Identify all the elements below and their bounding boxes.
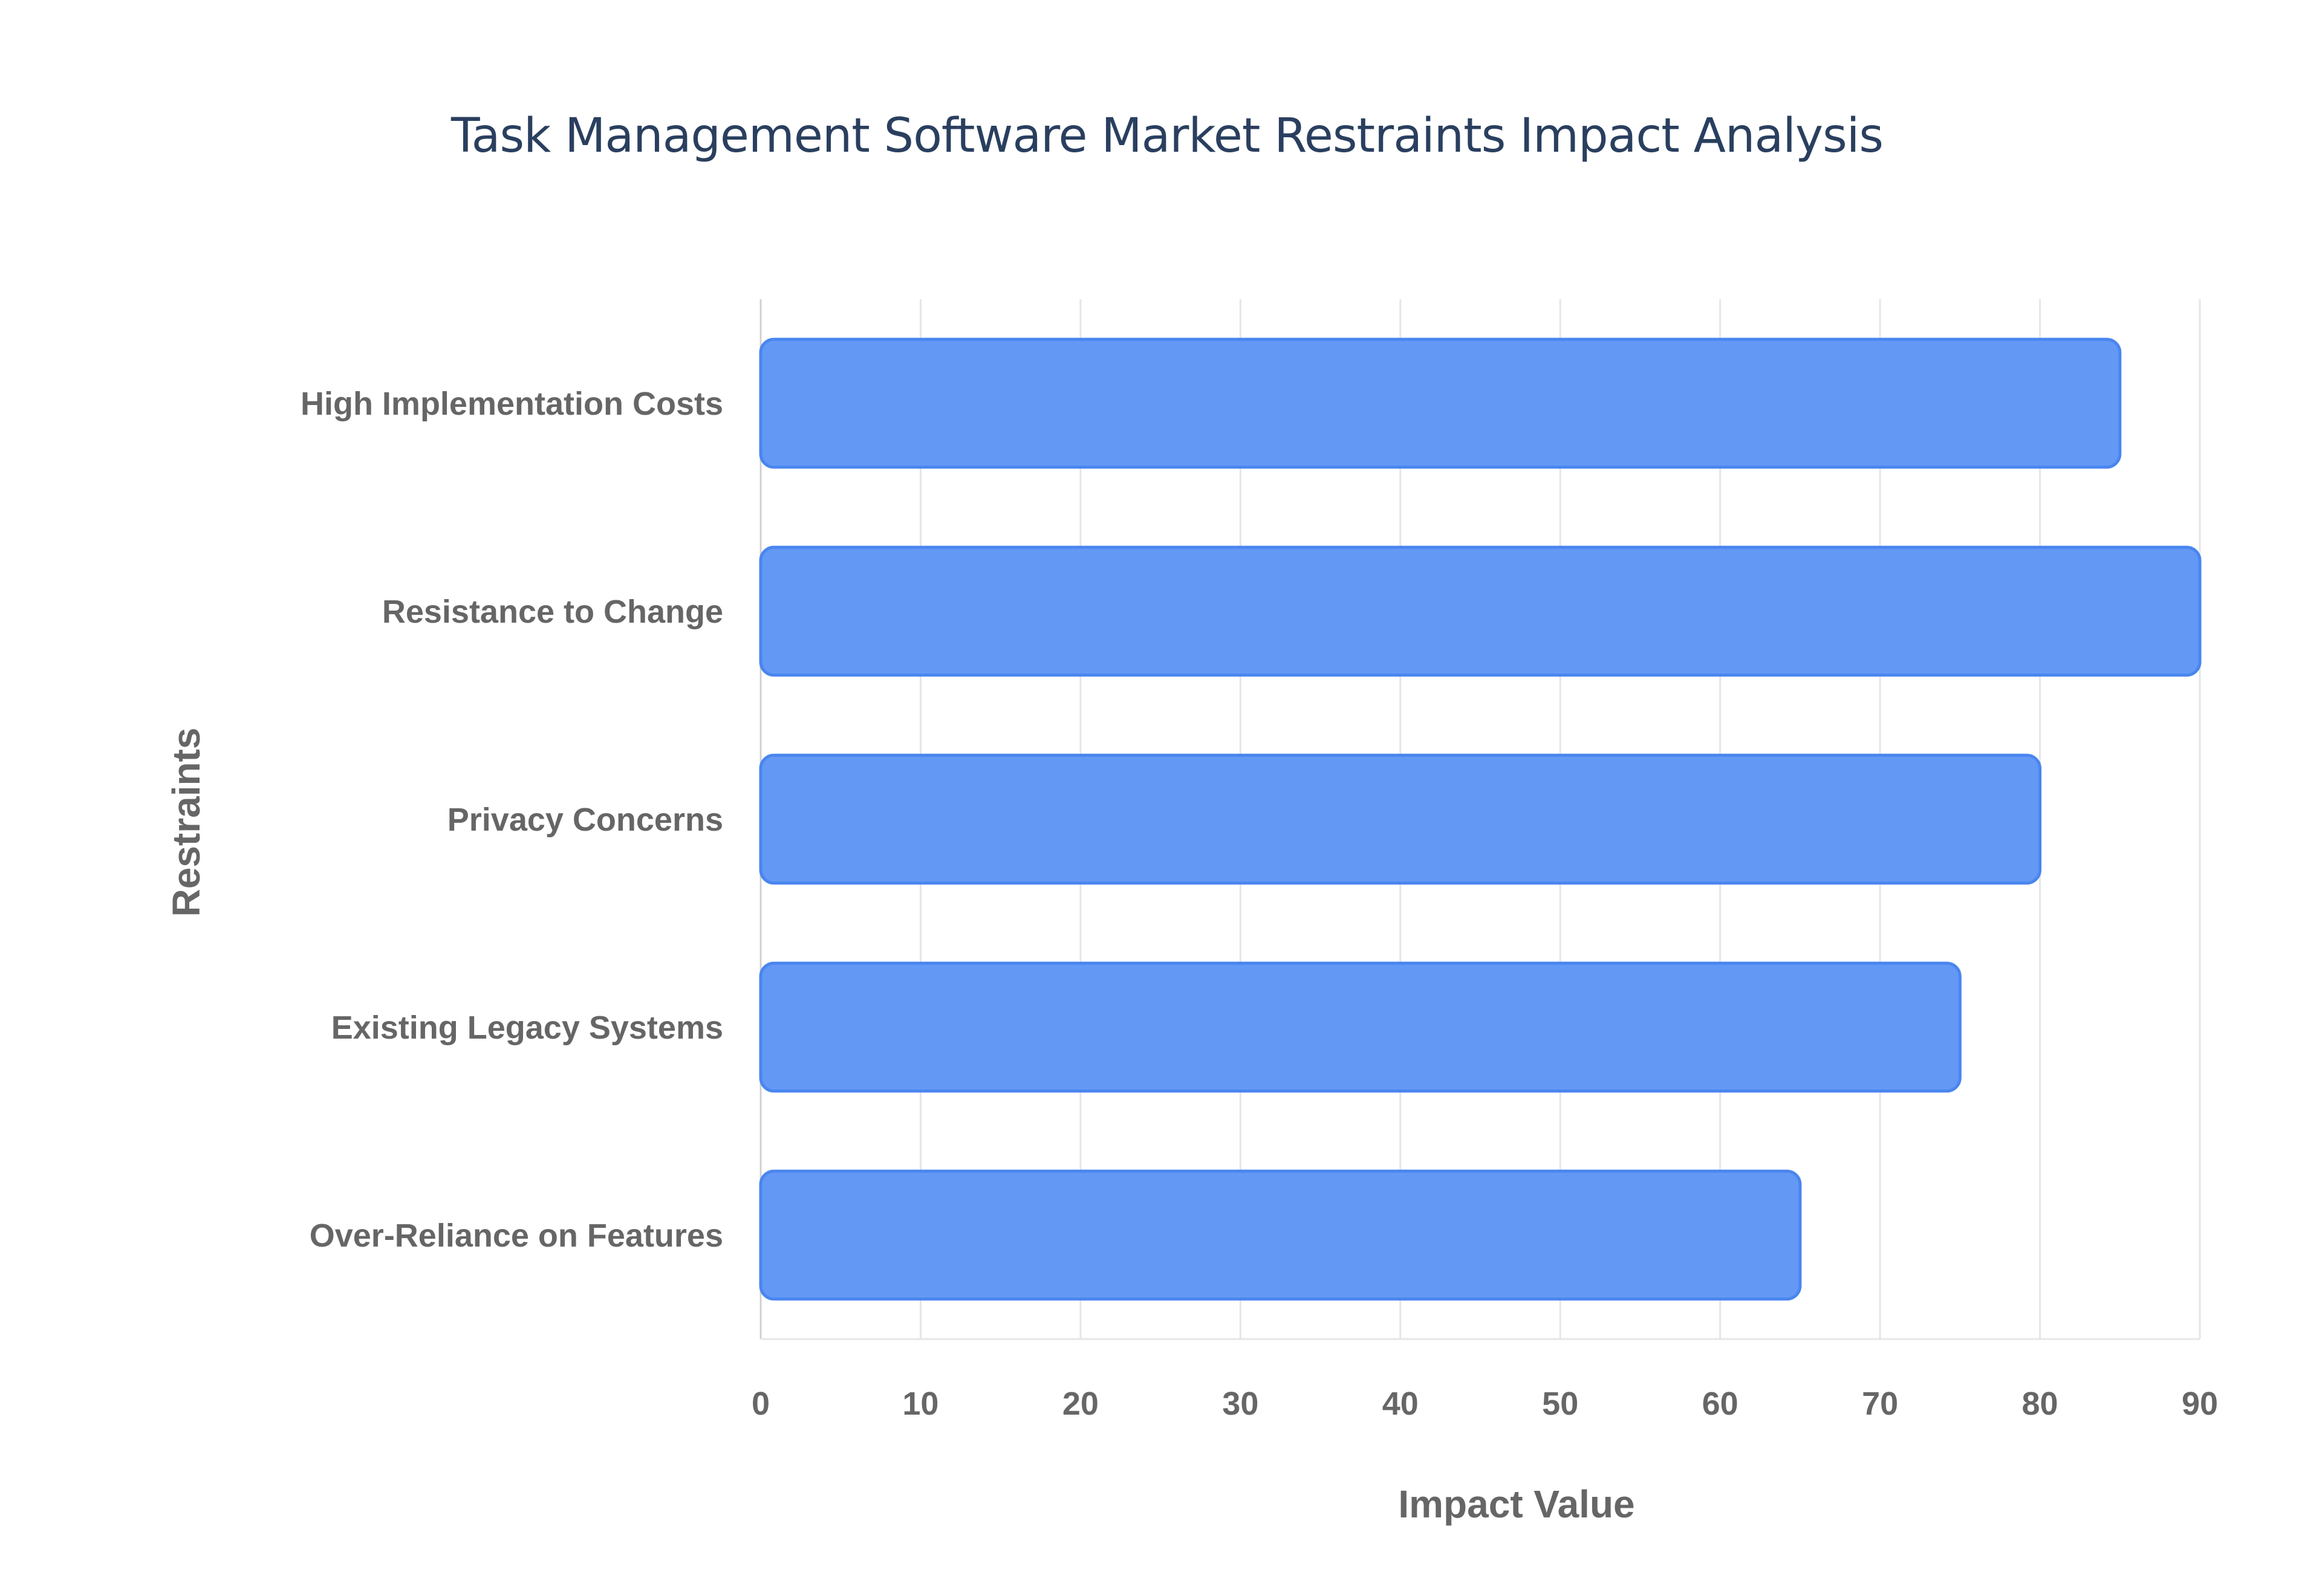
y-tick-label: Over-Reliance on Features [310, 1218, 723, 1254]
y-tick-label: Privacy Concerns [447, 802, 723, 838]
x-axis-title: Impact Value [1398, 1482, 1634, 1526]
x-tick-label: 90 [2182, 1386, 2218, 1422]
x-tick-label: 40 [1382, 1386, 1419, 1422]
bar [759, 1169, 1802, 1301]
y-tick-label: High Implementation Costs [301, 386, 723, 422]
bar [759, 753, 2042, 885]
x-tick-label: 0 [752, 1386, 770, 1422]
x-tick-label: 80 [2022, 1386, 2058, 1422]
x-tick-label: 20 [1062, 1386, 1099, 1422]
x-tick-label: 10 [902, 1386, 938, 1422]
y-axis-title: Restraints [164, 728, 208, 917]
bar [759, 545, 2202, 677]
x-tick-label: 50 [1542, 1386, 1578, 1422]
x-tick-label: 60 [1702, 1386, 1738, 1422]
x-tick-label: 70 [1862, 1386, 1898, 1422]
bar [759, 337, 2122, 469]
x-tick-label: 30 [1222, 1386, 1258, 1422]
chart-title: Task Management Software Market Restrain… [450, 109, 1884, 163]
y-tick-label: Existing Legacy Systems [331, 1010, 723, 1046]
bar [759, 961, 1962, 1093]
y-tick-label: Resistance to Change [382, 594, 723, 630]
